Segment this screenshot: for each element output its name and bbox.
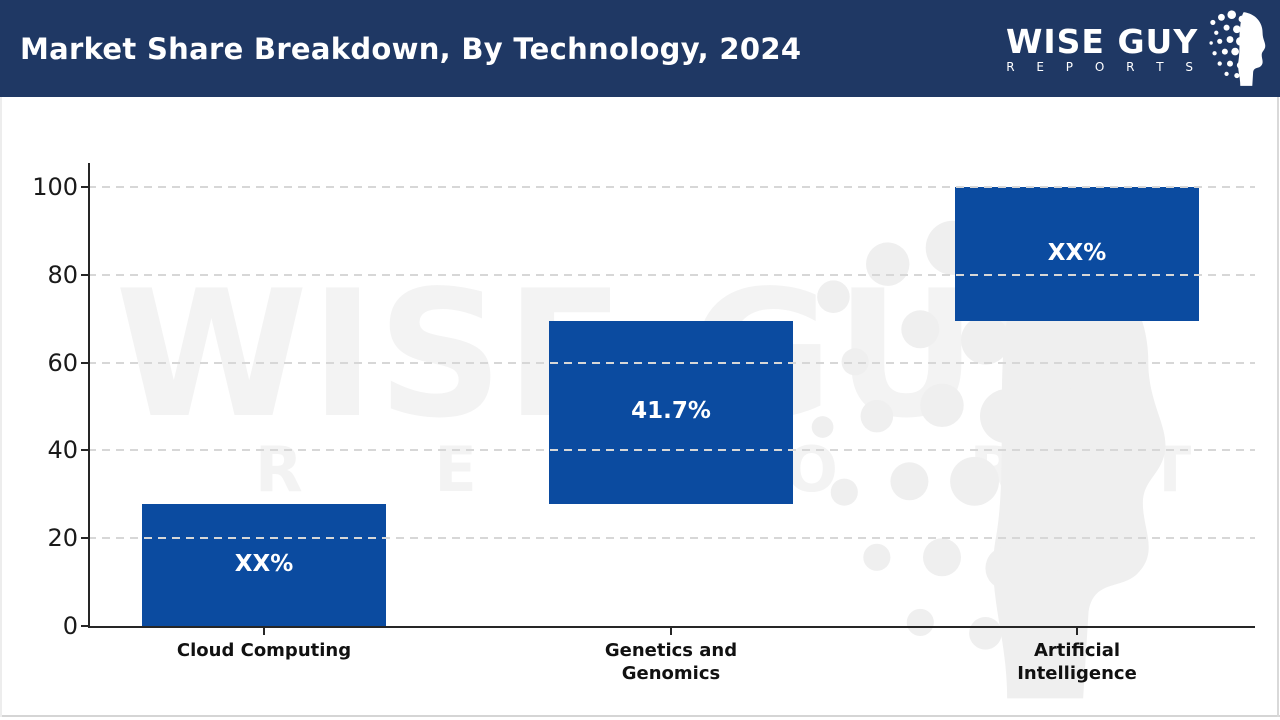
y-tick-mark [81,625,88,627]
x-axis-category-label: Cloud Computing [176,640,352,661]
bar-value-label: 41.7% [631,398,711,425]
image-border-bottom [0,715,1280,717]
bar-segment [955,187,1199,321]
y-tick-mark [81,449,88,452]
gridline-20 [88,537,1255,540]
y-tick-label: 0 [62,612,78,640]
x-axis-category-label: Artificial Intelligence [1017,640,1137,684]
gridline-40 [88,449,1255,452]
logo-face-icon [1209,9,1266,86]
logo-wordmark: WISE GUY [1005,21,1199,61]
x-axis-line [88,626,1255,628]
y-tick-mark [81,273,88,276]
header-banner: Market Share Breakdown, By Technology, 2… [0,0,1280,97]
chart-title: Market Share Breakdown, By Technology, 2… [20,31,802,66]
y-tick-label: 100 [32,173,78,201]
bar-segment [142,503,386,626]
image-border-left [0,97,2,717]
gridline-80 [88,273,1255,276]
y-tick-label: 80 [47,260,78,289]
y-tick-mark [81,186,88,188]
bar-segment [549,320,793,504]
y-tick-label: 40 [47,436,78,465]
x-tick-mark [670,628,672,635]
x-tick-mark [1076,628,1078,635]
x-axis-category-label: Genetics and Genomics [604,640,738,684]
bar-value-label: XX% [1047,239,1107,266]
y-tick-label: 20 [47,524,78,553]
y-tick-mark [81,361,88,364]
plot-area: WISE GUY R E P O R T S XX%41.7%XX% 02040… [0,97,1280,720]
bar-value-label: XX% [234,550,294,577]
y-tick-label: 60 [47,348,78,377]
logo-subtitle: R E P O R T S [1006,59,1202,74]
y-tick-mark [81,537,88,540]
image-border-right [1277,97,1279,717]
gridline-60 [88,361,1255,364]
y-axis-line [88,163,90,626]
wiseguy-logo: WISE GUY R E P O R T S [1002,9,1280,89]
x-tick-mark [263,628,265,635]
gridline-100 [88,186,1255,188]
